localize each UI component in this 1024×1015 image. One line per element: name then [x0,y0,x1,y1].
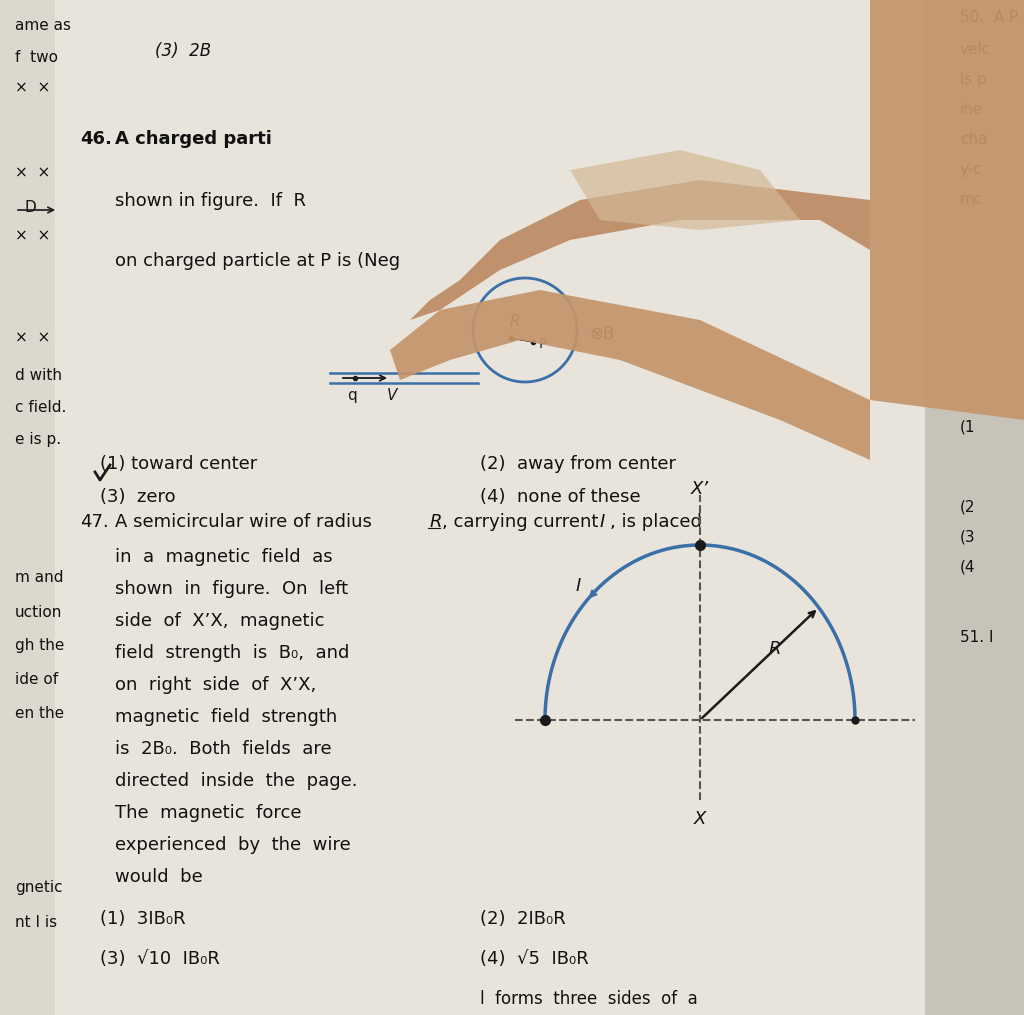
Text: is p: is p [961,72,987,87]
Text: ×  ×: × × [15,228,50,243]
Text: ×  ×: × × [15,330,50,345]
Text: ×  ×: × × [15,165,50,180]
Text: y-c: y-c [961,162,983,177]
FancyBboxPatch shape [925,0,1024,1015]
Text: c field.: c field. [15,400,67,415]
Text: R: R [430,513,442,531]
Text: (3: (3 [961,530,976,545]
Text: (4)  √5  IB₀R: (4) √5 IB₀R [480,950,589,968]
Text: f  two: f two [15,50,58,65]
Text: on charged particle at P is (Neg: on charged particle at P is (Neg [115,252,400,270]
Polygon shape [570,150,800,230]
Text: (4: (4 [961,560,976,576]
Text: experienced  by  the  wire: experienced by the wire [115,836,351,854]
Text: magnetic  field  strength: magnetic field strength [115,708,337,726]
Text: q: q [347,388,357,403]
Text: I: I [575,577,581,595]
Text: d with: d with [15,368,62,383]
Text: field  strength  is  B₀,  and: field strength is B₀, and [115,644,349,662]
Text: velc: velc [961,42,991,57]
Text: gnetic: gnetic [15,880,62,895]
Text: I: I [600,513,605,531]
FancyBboxPatch shape [55,0,925,1015]
Text: V: V [387,388,397,403]
Text: A charged parti: A charged parti [115,130,272,148]
Text: shown in figure.  If  R: shown in figure. If R [115,192,306,210]
Text: 50.  A P: 50. A P [961,10,1019,25]
Text: The  magnetic  force: The magnetic force [115,804,301,822]
Text: in  a  magnetic  field  as: in a magnetic field as [115,548,333,566]
Text: (1) toward center: (1) toward center [100,455,257,473]
Text: R: R [510,315,520,330]
Text: on  right  side  of  X’X,: on right side of X’X, [115,676,316,694]
Text: A semicircular wire of radius: A semicircular wire of radius [115,513,378,531]
Text: (4)  none of these: (4) none of these [480,488,641,506]
Text: P: P [539,337,548,351]
Text: is  2B₀.  Both  fields  are: is 2B₀. Both fields are [115,740,332,758]
Text: , is placed: , is placed [610,513,701,531]
Text: (3)  2B: (3) 2B [155,42,211,60]
Text: en the: en the [15,706,65,721]
Text: 46.: 46. [80,130,112,148]
Text: , carrying current: , carrying current [442,513,604,531]
Polygon shape [410,0,870,320]
Text: 47.: 47. [80,513,109,531]
Text: ine: ine [961,102,983,117]
Text: X’: X’ [691,480,709,498]
Text: m and: m and [15,570,63,585]
Text: ×  ×: × × [15,80,50,95]
Text: (3)  √10  IB₀R: (3) √10 IB₀R [100,950,220,968]
Text: mc: mc [961,192,983,207]
Text: would  be: would be [115,868,203,886]
Text: 51. I: 51. I [961,630,993,645]
Text: ide of: ide of [15,672,58,687]
Text: (2: (2 [961,500,976,515]
Text: uction: uction [15,605,62,620]
Text: ame as: ame as [15,18,71,33]
Text: nt I is: nt I is [15,915,57,930]
Text: l  forms  three  sides  of  a: l forms three sides of a [480,990,697,1008]
Text: shown  in  figure.  On  left: shown in figure. On left [115,580,348,598]
Text: directed  inside  the  page.: directed inside the page. [115,772,357,790]
Text: ⊗B: ⊗B [589,325,614,343]
Text: R: R [769,640,781,658]
Text: cha: cha [961,132,987,147]
Text: (2)  2IB₀R: (2) 2IB₀R [480,910,565,928]
Text: e is p.: e is p. [15,432,61,447]
Text: (2)  away from center: (2) away from center [480,455,676,473]
Text: gh the: gh the [15,638,65,653]
Text: (1)  3IB₀R: (1) 3IB₀R [100,910,185,928]
Text: side  of  X’X,  magnetic: side of X’X, magnetic [115,612,325,630]
Text: D: D [25,200,37,215]
Polygon shape [390,0,1024,460]
Text: (1: (1 [961,420,976,435]
Text: (3)  zero: (3) zero [100,488,176,506]
Text: X: X [694,810,707,828]
